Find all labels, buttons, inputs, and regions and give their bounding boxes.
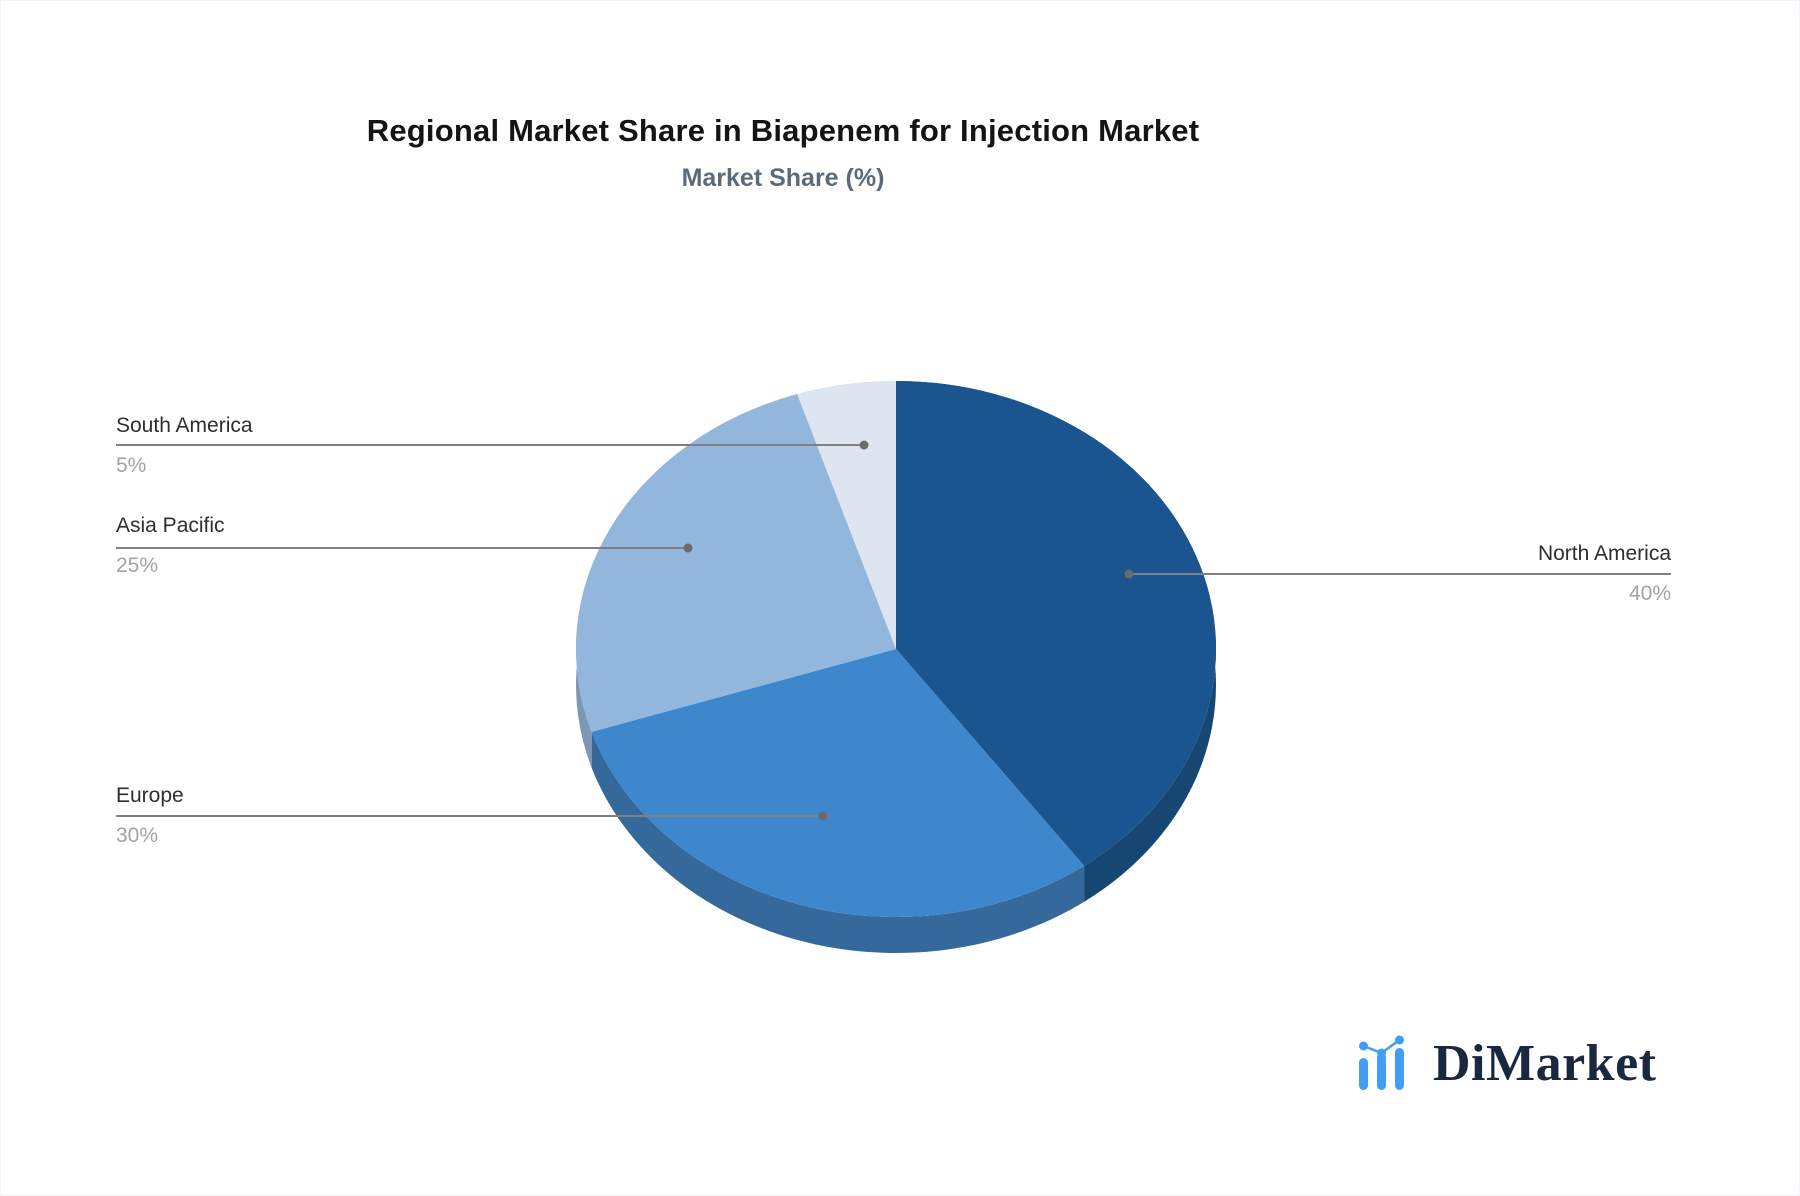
leader-dot-north-america	[1124, 569, 1134, 579]
leader-dot-asia-pacific	[683, 543, 693, 553]
dimarket-logo: DiMarket	[1357, 1033, 1656, 1095]
callout-south-america: South America 5%	[116, 413, 716, 479]
callout-asia-pacific: Asia Pacific 25%	[116, 513, 716, 579]
callout-label: South America	[116, 414, 253, 437]
callout-value: 25%	[116, 554, 159, 577]
chart-subtitle: Market Share (%)	[681, 164, 885, 192]
logo-dot	[1377, 1048, 1386, 1058]
callout-value: 5%	[116, 454, 147, 477]
logo-dot	[1395, 1035, 1404, 1045]
pie-slice-europe[interactable]	[591, 649, 1085, 917]
pie-slice-north-america[interactable]	[896, 381, 1217, 866]
bar-chart-trend-icon	[1359, 1035, 1404, 1091]
callout-europe: Europe 30%	[116, 783, 716, 849]
pie-slice-side-europe	[591, 731, 1085, 953]
callout-label: Europe	[116, 784, 184, 807]
pie-slice-south-america[interactable]	[797, 381, 896, 649]
logo-text: DiMarket	[1433, 1035, 1657, 1092]
chart-title: Regional Market Share in Biapenem for In…	[366, 113, 1200, 148]
callout-label: Asia Pacific	[116, 514, 225, 537]
callout-value: 40%	[1628, 582, 1671, 605]
logo-bar	[1395, 1048, 1404, 1091]
leader-dot-south-america	[859, 440, 869, 450]
logo-bar	[1377, 1053, 1386, 1091]
logo-dot	[1359, 1041, 1368, 1051]
callout-label: North America	[1537, 542, 1671, 565]
chart-header: Regional Market Share in Biapenem for In…	[1, 113, 1565, 193]
callout-north-america: North America 40%	[1271, 541, 1671, 607]
leader-dot-europe	[818, 811, 828, 821]
callout-value: 30%	[116, 824, 159, 847]
logo-bar	[1359, 1058, 1368, 1091]
pie-slice-asia-pacific[interactable]	[576, 394, 896, 732]
